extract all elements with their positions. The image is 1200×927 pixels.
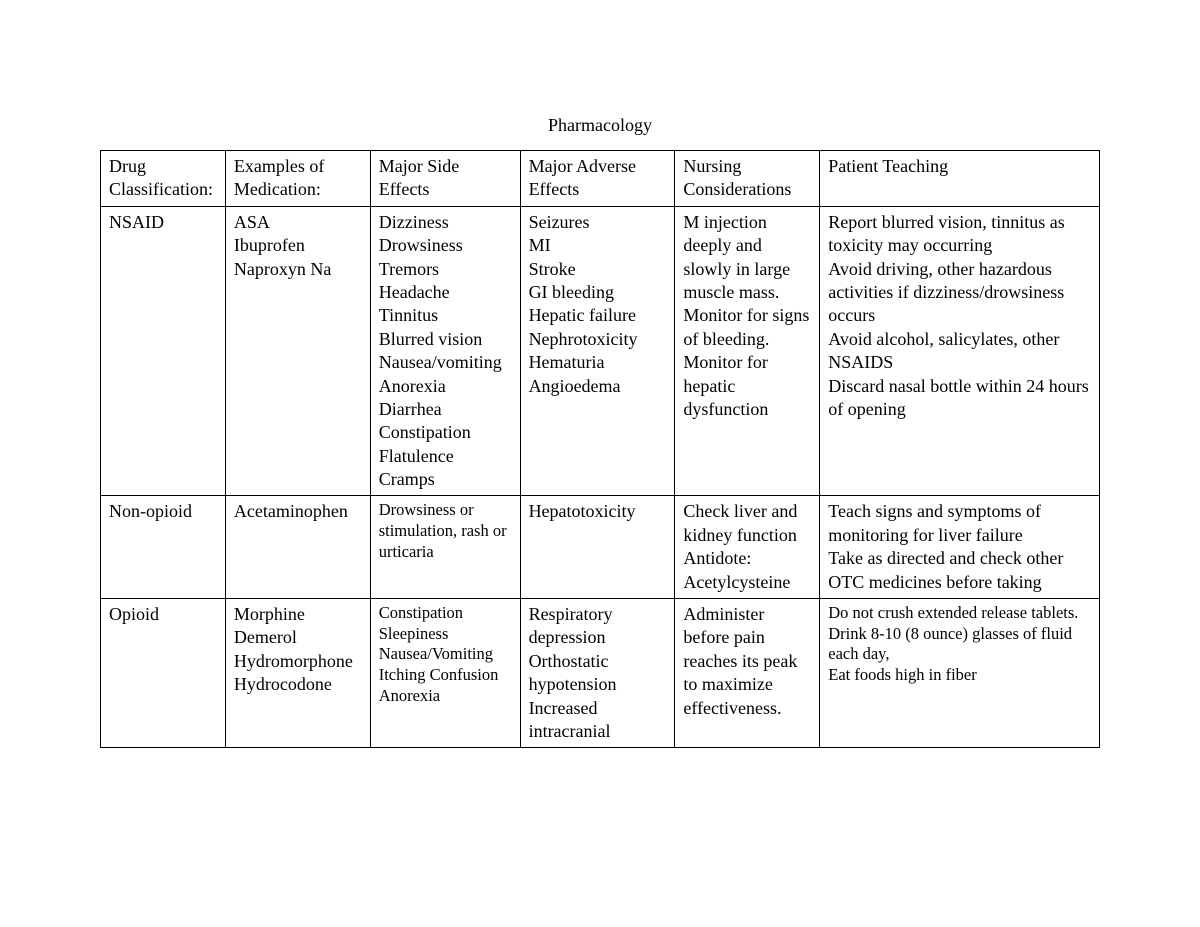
cell-adverse-effects: Hepatotoxicity bbox=[520, 496, 675, 599]
cell-adverse-effects: SeizuresMIStrokeGI bleedingHepatic failu… bbox=[520, 206, 675, 496]
cell-teaching: Report blurred vision, tinnitus as toxic… bbox=[820, 206, 1100, 496]
header-examples: Examples of Medication: bbox=[225, 151, 370, 207]
table-body: NSAID ASAIbuprofenNaproxyn Na DizzinessD… bbox=[101, 206, 1100, 748]
table-row: Opioid MorphineDemerolHydromorphoneHydro… bbox=[101, 599, 1100, 748]
header-nursing: Nursing Considerations bbox=[675, 151, 820, 207]
cell-side-effects: Drowsiness or stimulation, rash or urtic… bbox=[370, 496, 520, 599]
table-row: Non-opioid Acetaminophen Drowsiness or s… bbox=[101, 496, 1100, 599]
header-patient-teaching: Patient Teaching bbox=[820, 151, 1100, 207]
cell-teaching: Do not crush extended release tablets.Dr… bbox=[820, 599, 1100, 748]
pharmacology-table: Drug Classification: Examples of Medicat… bbox=[100, 150, 1100, 748]
header-adverse-effects: Major Adverse Effects bbox=[520, 151, 675, 207]
cell-classification: Opioid bbox=[101, 599, 226, 748]
cell-teaching: Teach signs and symptoms of monitoring f… bbox=[820, 496, 1100, 599]
header-side-effects: Major Side Effects bbox=[370, 151, 520, 207]
cell-nursing: Administer before pain reaches its peak … bbox=[675, 599, 820, 748]
cell-nursing: Check liver and kidney functionAntidote:… bbox=[675, 496, 820, 599]
header-drug-classification: Drug Classification: bbox=[101, 151, 226, 207]
cell-classification: NSAID bbox=[101, 206, 226, 496]
page-title: Pharmacology bbox=[100, 115, 1100, 136]
cell-side-effects: DizzinessDrowsinessTremorsHeadacheTinnit… bbox=[370, 206, 520, 496]
cell-nursing: M injection deeply and slowly in large m… bbox=[675, 206, 820, 496]
table-row: NSAID ASAIbuprofenNaproxyn Na DizzinessD… bbox=[101, 206, 1100, 496]
cell-adverse-effects: Respiratory depressionOrthostatic hypote… bbox=[520, 599, 675, 748]
table-header-row: Drug Classification: Examples of Medicat… bbox=[101, 151, 1100, 207]
cell-side-effects: ConstipationSleepinessNausea/VomitingItc… bbox=[370, 599, 520, 748]
cell-examples: ASAIbuprofenNaproxyn Na bbox=[225, 206, 370, 496]
cell-examples: Acetaminophen bbox=[225, 496, 370, 599]
cell-examples: MorphineDemerolHydromorphoneHydrocodone bbox=[225, 599, 370, 748]
cell-classification: Non-opioid bbox=[101, 496, 226, 599]
